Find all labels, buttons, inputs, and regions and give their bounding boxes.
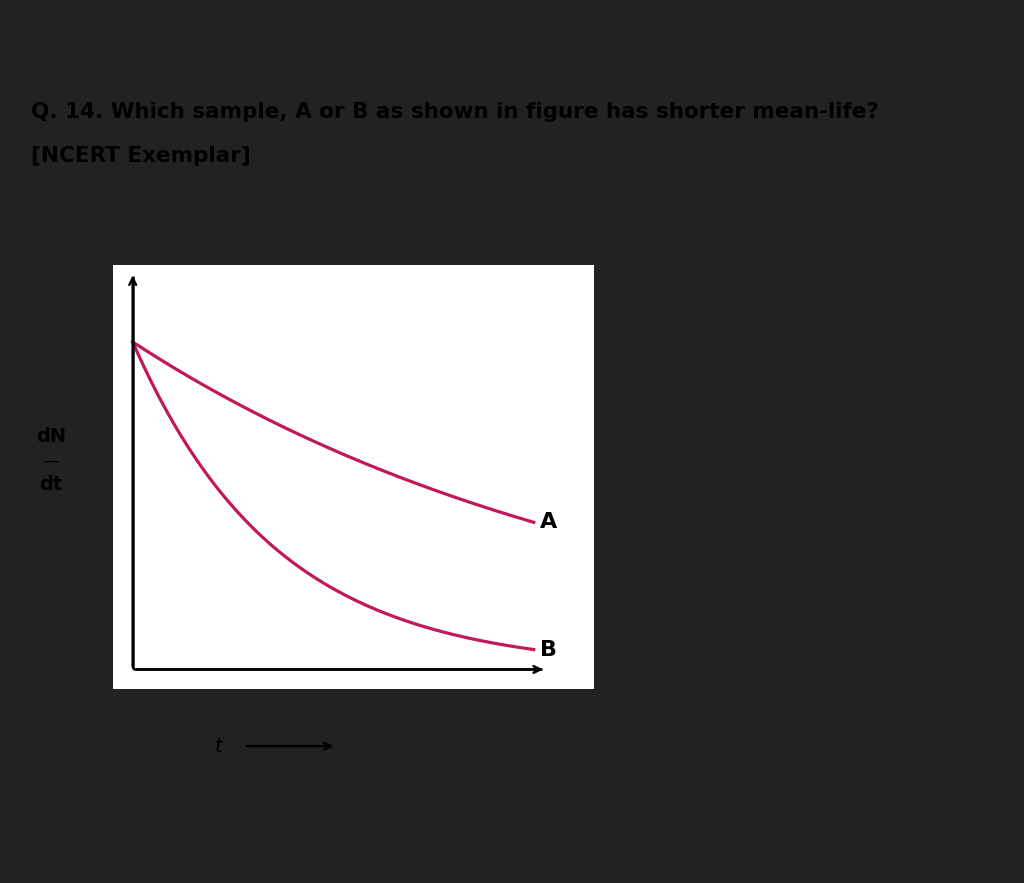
Text: Q. 14. Which sample, A or B as shown in figure has shorter mean-life?: Q. 14. Which sample, A or B as shown in … (31, 102, 879, 122)
Text: t: t (215, 736, 222, 756)
Text: dN: dN (36, 426, 67, 446)
Text: B: B (540, 639, 557, 660)
Text: —: — (44, 454, 58, 468)
Text: dt: dt (40, 475, 62, 494)
Text: [NCERT Exemplar]: [NCERT Exemplar] (31, 146, 251, 166)
Text: A: A (540, 512, 557, 532)
